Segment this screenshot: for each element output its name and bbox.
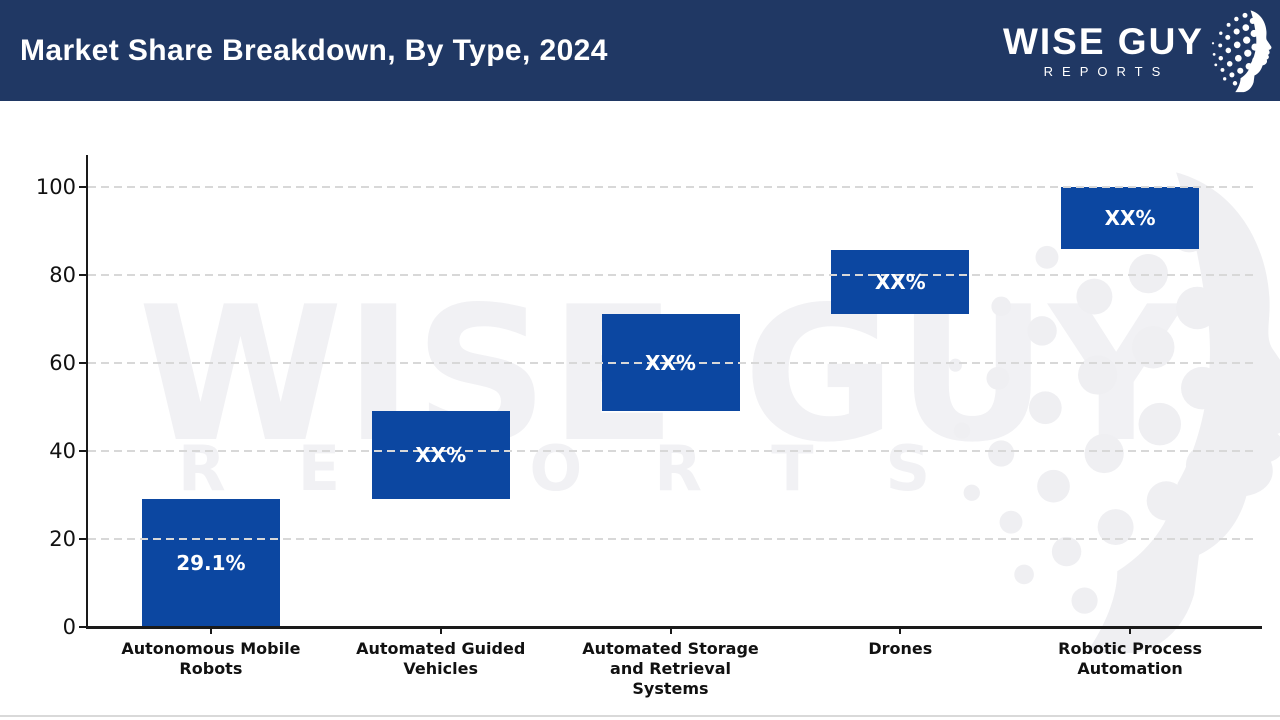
x-tick-mark [899,627,902,634]
x-tick-mark [209,627,212,634]
bar-value-label-automated-storage-and-retrieval-systems: XX% [645,350,696,375]
category-label-line: Robots [179,659,243,678]
x-tick-mark [439,627,442,634]
category-label-line: Automation [1077,659,1183,678]
bar-value-label-drones: XX% [874,270,926,295]
y-axis [86,155,88,629]
category-label-autonomous-mobile-robots: Autonomous Mobile Robots [81,639,341,679]
logo-subtext: REPORTS [1043,63,1170,79]
y-tick-mark [79,538,86,540]
category-label-line: Automated Storage [582,639,759,658]
category-label-line: Automated Guided [356,639,526,658]
wiseguy-face-icon [1208,9,1272,93]
footer-divider [0,715,1280,717]
y-tick-label-0: 0 [62,615,76,639]
category-label-automated-guided-vehicles: Automated Guided Vehicles [311,639,571,679]
y-tick-label-20: 20 [49,527,76,551]
category-label-line: Systems [632,679,709,698]
bar-value-label-autonomous-mobile-robots: 29.1% [176,550,246,575]
wiseguy-logo: WISE GUY REPORTS [1003,9,1272,93]
bar-value-label-robotic-process-automation: XX% [1104,206,1156,231]
bar-autonomous-mobile-robots [141,498,280,627]
y-tick-mark [79,186,86,188]
y-tick-mark [79,626,86,628]
y-tick-label-40: 40 [49,439,76,463]
logo-text: WISE GUY REPORTS [1003,23,1204,79]
y-tick-mark [79,362,86,364]
logo-wordmark: WISE GUY [1002,20,1204,62]
category-label-line: Autonomous Mobile [121,639,301,658]
y-tick-label-80: 80 [49,263,76,287]
category-label-drones: Drones [770,639,1030,659]
y-tick-label-100: 100 [35,175,76,199]
category-label-line: Robotic Process [1058,639,1203,658]
category-label-line: Drones [868,639,933,658]
bar-automated-guided-vehicles [371,410,510,499]
bar-value-label-automated-guided-vehicles: XX% [415,442,467,467]
category-label-automated-storage-and-retrieval-systems: Automated Storage and Retrieval Systems [541,639,801,699]
gridline-100 [88,186,1255,188]
category-label-line: Vehicles [403,659,478,678]
x-axis [86,626,1262,629]
page-title: Market Share Breakdown, By Type, 2024 [20,33,608,67]
category-label-line: and Retrieval [610,659,731,678]
bar-drones [831,249,970,315]
header-bar: Market Share Breakdown, By Type, 2024 WI… [0,0,1280,101]
x-tick-mark [669,627,672,634]
gridline-60 [88,362,1255,364]
gridline-40 [88,450,1255,452]
y-tick-label-60: 60 [49,351,76,375]
y-tick-mark [79,274,86,276]
y-tick-mark [79,450,86,452]
gridline-20 [88,538,1255,540]
gridline-80 [88,274,1255,276]
category-label-robotic-process-automation: Robotic Process Automation [1000,639,1260,679]
